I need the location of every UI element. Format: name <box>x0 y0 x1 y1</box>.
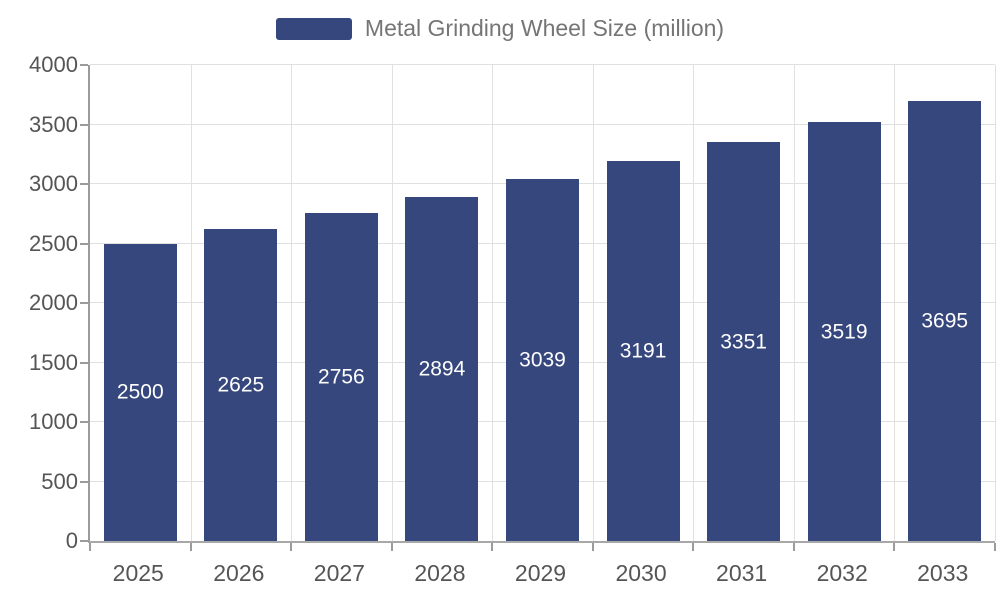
y-axis-tick <box>80 183 88 185</box>
x-axis: 2025 2026 2027 2028 2029 2030 2031 2032 2033 <box>88 543 993 593</box>
y-axis-tick <box>80 421 88 423</box>
x-axis-tick <box>290 543 293 551</box>
bar-2030[interactable]: 3191 <box>606 161 680 541</box>
bar-2031[interactable]: 3351 <box>707 142 781 541</box>
bar-value-label: 3695 <box>921 309 969 333</box>
y-axis-tick-label: 1000 <box>29 409 78 434</box>
bar-2033[interactable]: 3695 <box>908 101 982 541</box>
y-axis-tick-label: 3500 <box>29 111 78 137</box>
bar-2026[interactable]: 2625 <box>204 228 278 541</box>
x-axis-tick-label: 2027 <box>313 560 365 586</box>
y-axis-tick <box>80 302 88 304</box>
y-axis-tick-label: 500 <box>41 468 78 494</box>
v-gridline <box>894 65 896 541</box>
bar-2027[interactable]: 2756 <box>304 213 378 541</box>
bar-value-label: 2500 <box>116 380 164 404</box>
bar-value-label: 2756 <box>318 365 365 389</box>
bar-2032[interactable]: 3519 <box>807 122 881 541</box>
bar-2025[interactable]: 2500 <box>103 243 177 541</box>
y-axis-tick-label: 1500 <box>29 349 78 375</box>
x-axis-tick-label: 2025 <box>112 560 164 586</box>
y-axis-tick-label: 2500 <box>29 230 78 256</box>
y-axis-tick <box>80 64 88 66</box>
x-axis-tick <box>189 543 192 551</box>
y-axis: 0 500 1000 1500 2000 2500 3000 3500 4000 <box>0 54 78 552</box>
v-gridline <box>793 65 795 541</box>
v-gridline <box>190 65 192 541</box>
bar-value-label: 2625 <box>217 373 265 397</box>
v-gridline <box>391 65 393 541</box>
bar-2029[interactable]: 3039 <box>506 179 579 541</box>
legend[interactable]: Metal Grinding Wheel Size (million) <box>0 17 1000 40</box>
x-axis-tick <box>994 543 996 551</box>
x-axis-tick <box>792 543 795 551</box>
y-axis-tick <box>80 242 88 245</box>
bar-value-label: 2894 <box>418 357 466 381</box>
x-axis-tick <box>893 543 896 551</box>
v-gridline <box>693 65 695 541</box>
x-axis-tick <box>591 543 594 551</box>
v-gridline <box>592 65 594 541</box>
y-axis-tick-label: 2000 <box>29 290 78 315</box>
legend-label: Metal Grinding Wheel Size (million) <box>364 15 725 41</box>
plot-area: 2500 2625 2756 2894 3039 3191 3351 3519 3695 <box>80 64 996 551</box>
y-axis-tick <box>80 540 88 542</box>
x-axis-tick-label: 2028 <box>414 560 466 586</box>
y-axis-tick-label: 3000 <box>29 171 78 196</box>
bar-value-label: 3351 <box>720 330 767 354</box>
x-axis-tick-label: 2026 <box>213 560 265 586</box>
x-axis-tick <box>491 543 494 551</box>
bar-value-label: 3039 <box>519 348 566 372</box>
v-gridline <box>995 65 996 541</box>
bar-2028[interactable]: 2894 <box>405 196 479 541</box>
x-axis-tick <box>692 543 695 551</box>
y-axis-tick-label: 0 <box>65 528 78 553</box>
x-axis-tick-label: 2029 <box>514 560 567 586</box>
x-axis-tick <box>89 543 91 551</box>
x-axis-tick <box>390 543 393 551</box>
v-gridline <box>492 65 494 541</box>
h-gridline <box>90 123 995 125</box>
y-axis-tick <box>80 480 88 483</box>
x-axis-tick-label: 2031 <box>716 560 768 586</box>
y-axis-tick <box>80 123 88 126</box>
x-axis-tick-label: 2030 <box>615 560 667 586</box>
x-axis-tick-label: 2033 <box>917 560 969 586</box>
h-gridline <box>90 64 995 65</box>
legend-swatch <box>275 17 352 40</box>
v-gridline <box>291 65 293 541</box>
bar-value-label: 3519 <box>820 320 868 344</box>
bar-value-label: 3191 <box>619 339 667 363</box>
y-axis-tick-label: 4000 <box>29 52 78 77</box>
y-axis-tick <box>80 361 88 364</box>
x-axis-tick-label: 2032 <box>816 560 868 586</box>
